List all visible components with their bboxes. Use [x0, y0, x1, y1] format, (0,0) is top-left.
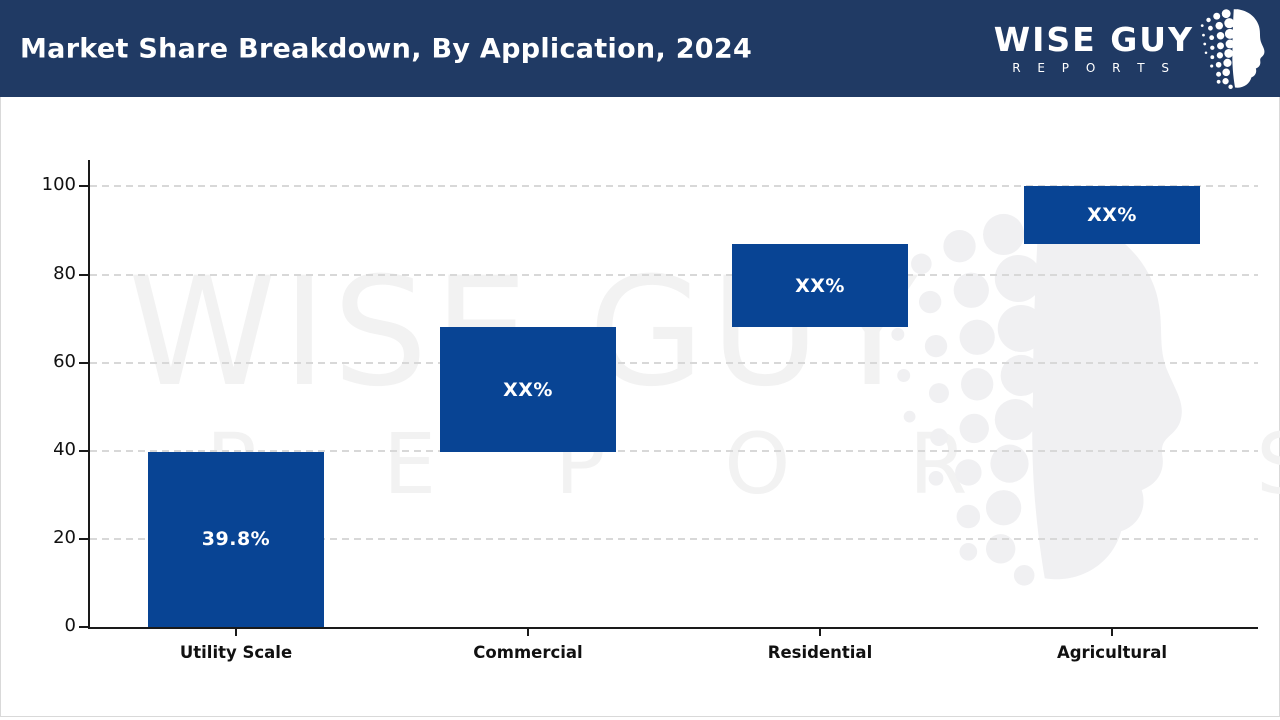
brand-name-text: WISE GUY: [993, 19, 1194, 59]
y-tick-label-100: 100: [41, 174, 76, 196]
gridline-y-80: [90, 273, 1258, 276]
y-tick-label-40: 40: [53, 438, 76, 460]
y-tick-100: [79, 185, 88, 188]
gridline-y-40: [90, 449, 1258, 452]
y-tick-label-0: 0: [64, 615, 76, 636]
brand-logo: WISE GUY R E P O R T S: [994, 0, 1268, 97]
gridline-y-100: [90, 185, 1258, 188]
header-banner: Market Share Breakdown, By Application, …: [0, 0, 1280, 97]
y-tick-20: [79, 537, 88, 540]
bar-agricultural: XX%: [1024, 186, 1200, 244]
gridline-y-20: [90, 537, 1258, 540]
y-tick-60: [79, 361, 88, 364]
chart-title: Market Share Breakdown, By Application, …: [20, 33, 753, 64]
bar-value-label: XX%: [795, 274, 845, 297]
x-tick-4: [1111, 629, 1113, 636]
y-tick-40: [79, 449, 88, 452]
plot-area: 0 20 40 60 80 100 39.8% Utility Scale XX% Commerc…: [42, 160, 1258, 662]
y-tick-label-60: 60: [53, 350, 76, 372]
x-tick-2: [527, 629, 529, 636]
dotted-head-logo-icon: [1197, 8, 1268, 90]
bar-residential: XX%: [732, 243, 908, 328]
gridline-y-60: [90, 361, 1258, 364]
brand-logo-text: WISE GUY R E P O R T S: [994, 23, 1194, 75]
x-tick-1: [235, 629, 237, 636]
bar-utility-scale: 39.8%: [148, 451, 324, 627]
bar-value-label: XX%: [1087, 204, 1137, 227]
bar-commercial: XX%: [440, 327, 616, 452]
y-tick-label-20: 20: [53, 526, 76, 548]
bar-value-label: XX%: [503, 378, 553, 401]
y-tick-label-80: 80: [53, 262, 76, 284]
bar-value-label: 39.8%: [201, 528, 271, 551]
x-tick-label-4: Agricultural: [1056, 643, 1168, 662]
y-tick-0: [79, 626, 88, 628]
x-tick-label-2: Commercial: [473, 643, 583, 662]
x-tick-label-3: Residential: [767, 643, 873, 662]
x-tick-label-1: Utility Scale: [179, 643, 293, 662]
brand-reports-text: R E P O R T S: [1012, 60, 1176, 75]
y-tick-80: [79, 273, 88, 276]
x-tick-3: [819, 629, 821, 636]
